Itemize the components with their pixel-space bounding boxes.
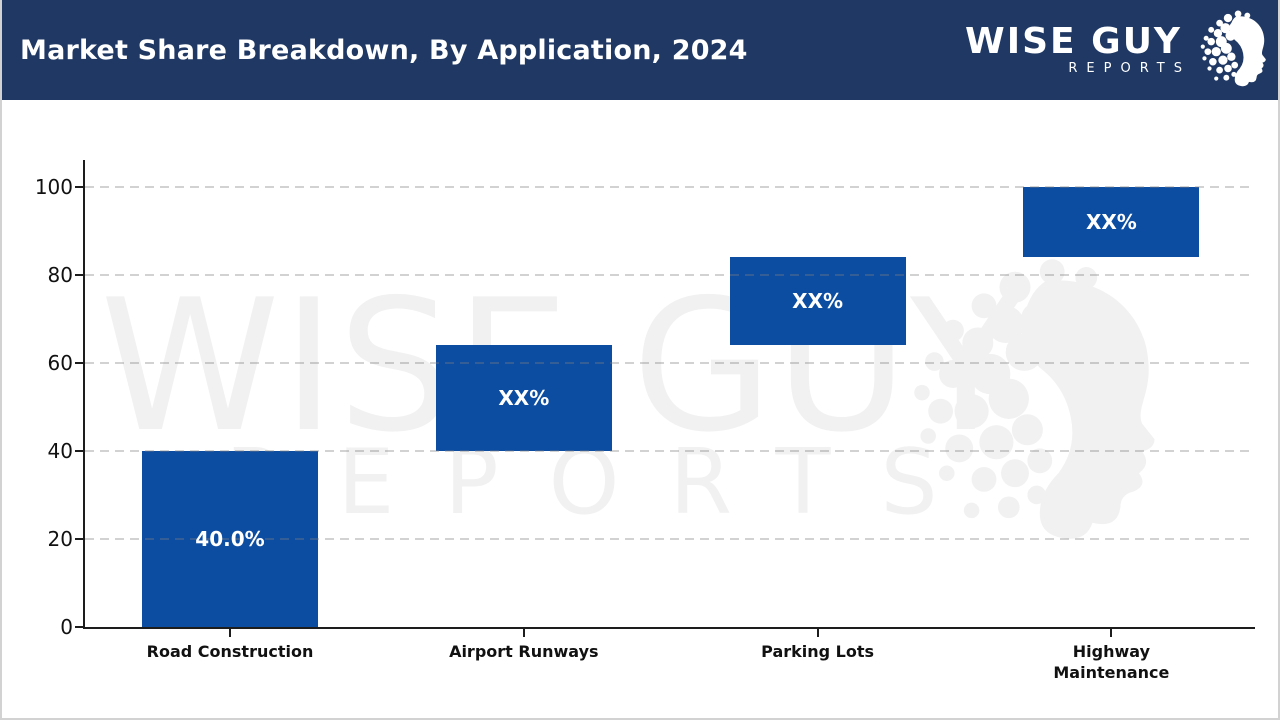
y-tick-20 [75,538,83,540]
y-tick-label: 60 [47,351,73,375]
bar-value-label: 40.0% [195,527,265,551]
gridline-40 [85,450,1255,452]
bar-value-label: XX% [498,386,550,411]
x-tick-0 [229,629,231,637]
bar-road-construction [142,451,318,627]
x-category-label: Highway Maintenance [1053,642,1170,682]
x-axis [83,627,1255,629]
gridline-60 [85,362,1255,364]
header-bar: Market Share Breakdown, By Application, … [0,0,1280,100]
y-tick-60 [75,362,83,364]
brand-head-icon [1200,10,1266,87]
x-category-label: Airport Runways [449,642,599,661]
y-tick-label: 20 [47,527,73,551]
brand-logo: WISE GUY REPORTS [965,8,1280,92]
y-tick-0 [75,626,83,628]
brand-logo-text: WISE GUY REPORTS [965,23,1182,77]
gridline-20 [85,538,1255,540]
watermark-head-icon [914,259,1155,539]
y-tick-label: 100 [34,175,73,199]
bar-parking-lots [729,257,906,346]
gridline-80 [85,274,1255,276]
chart-title: Market Share Breakdown, By Application, … [20,34,748,66]
x-tick-1 [522,629,525,637]
y-tick-label: 40 [47,439,73,463]
brand-name: WISE GUY [964,21,1182,62]
y-tick-80 [75,274,83,276]
bar-airport-runways [435,345,612,451]
brand-subname: REPORTS [1068,61,1191,76]
x-category-label: Parking Lots [761,642,875,661]
y-tick-40 [75,450,83,452]
y-axis [83,160,85,629]
x-tick-2 [816,629,819,637]
y-tick-label: 0 [60,615,73,639]
y-tick-100 [75,186,83,188]
bar-value-label: XX% [792,289,844,314]
x-tick-3 [1110,629,1113,637]
gridline-100 [85,186,1255,188]
y-tick-label: 80 [47,263,73,287]
bar-value-label: XX% [1085,210,1137,235]
chart-area: WISE GUY REPORTS 0 20 40 60 80 100 40.0% Road C… [0,100,1280,720]
bar-highway-maintenance [1023,187,1200,258]
x-category-label: Road Construction [146,642,314,661]
